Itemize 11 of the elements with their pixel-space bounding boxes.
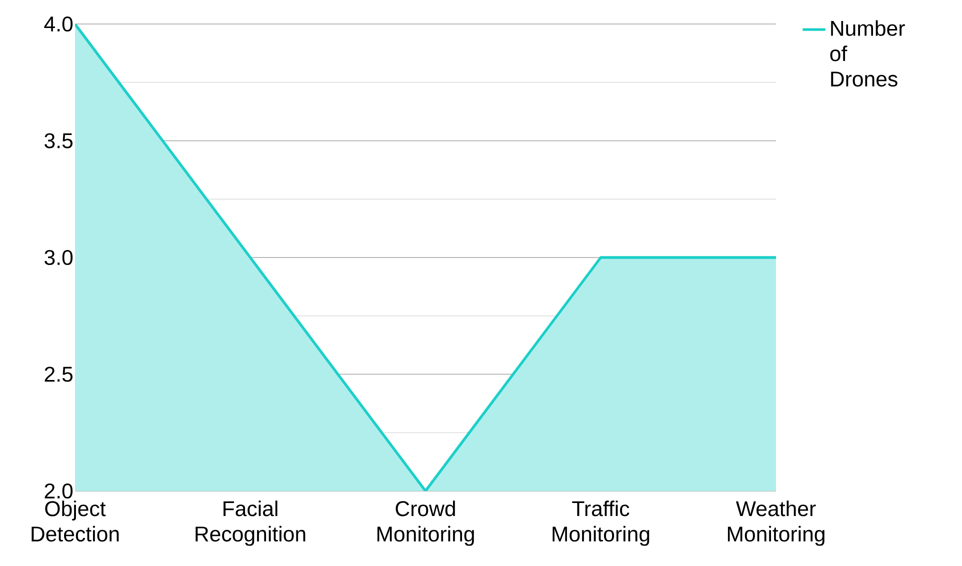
- x-tick-label: Traffic Monitoring: [552, 500, 650, 546]
- y-tick-label: 2.5: [44, 366, 72, 382]
- y-tick-label: 3.0: [44, 250, 73, 266]
- x-tick-label: Weather Monitoring: [728, 500, 824, 546]
- y-tick-label: 4.0: [44, 16, 73, 32]
- y-tick-label: 2.0: [44, 483, 73, 499]
- y-tick-label: 3.5: [44, 133, 72, 148]
- legend-label: Number of Drones: [830, 20, 905, 87]
- x-tick-label: Crowd Monitoring: [377, 500, 474, 546]
- x-tick-label: Object Detection: [32, 500, 119, 542]
- x-tick-label: Facial Recognition: [196, 500, 306, 546]
